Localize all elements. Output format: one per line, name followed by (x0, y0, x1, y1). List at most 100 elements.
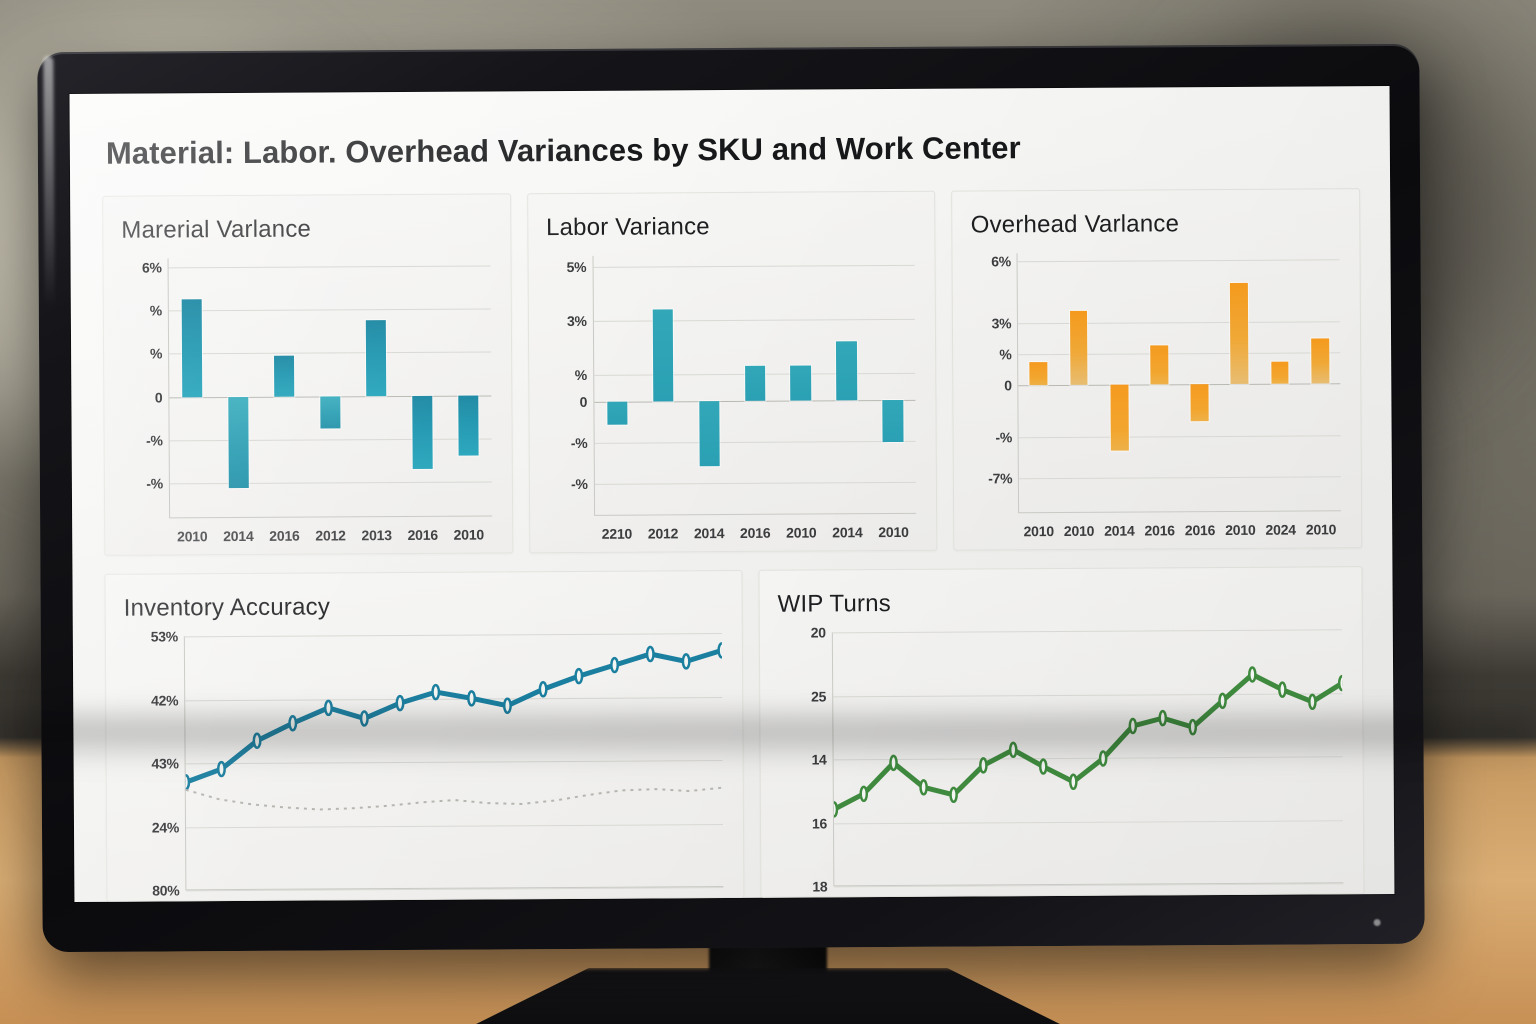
data-point-marker[interactable] (1190, 720, 1196, 734)
data-point-marker[interactable] (468, 691, 475, 705)
bar-slot[interactable] (1259, 252, 1301, 512)
bar-slot[interactable] (685, 255, 733, 515)
chart-inventory-accuracy: 53% 42% 43% 24% 80% (124, 628, 724, 899)
bar-slot[interactable] (260, 258, 308, 518)
bar[interactable] (744, 365, 766, 402)
bar[interactable] (181, 299, 203, 398)
bar[interactable] (1311, 338, 1330, 384)
bar[interactable] (411, 395, 433, 470)
data-point-marker[interactable] (861, 787, 867, 801)
data-point-marker[interactable] (647, 647, 654, 661)
chart-material-variance: 6%%% 0 -% -% (122, 256, 492, 519)
bar[interactable] (836, 340, 857, 401)
x-tick-label: 2010 (1023, 523, 1054, 540)
x-axis-labels-material: 2010 2014 2016 2012 2013 2016 2010 (123, 526, 492, 545)
bar[interactable] (1270, 361, 1289, 384)
bar-slot[interactable] (731, 255, 779, 515)
dashboard-screen: Material: Labor. Overhead Variances by S… (69, 85, 1395, 903)
y-tick-label: % (574, 367, 587, 384)
y-axis-inventory: 53% 42% 43% 24% 80% (124, 628, 186, 898)
card-title-labor-variance: Labor Variance (545, 213, 710, 242)
bar-slot[interactable] (777, 254, 825, 514)
data-point-marker[interactable] (1040, 760, 1046, 774)
data-point-marker[interactable] (289, 716, 296, 730)
bar[interactable] (1029, 362, 1048, 386)
data-point-marker[interactable] (920, 780, 926, 794)
data-point-marker[interactable] (361, 711, 368, 725)
bar[interactable] (1230, 282, 1249, 384)
bar[interactable] (1110, 384, 1129, 451)
x-tick-label: 2016 (1184, 522, 1216, 539)
chart-wip-turns: 20 25 14 16 18 (778, 624, 1344, 895)
data-point-marker[interactable] (184, 775, 189, 789)
data-point-marker[interactable] (1070, 775, 1076, 789)
bar-slot[interactable] (169, 258, 217, 518)
data-point-marker[interactable] (504, 699, 511, 713)
bar[interactable] (652, 309, 674, 402)
bar[interactable] (1150, 345, 1169, 385)
bar[interactable] (1190, 384, 1209, 422)
x-tick-label: 2010 (1225, 521, 1256, 538)
bar-slot[interactable] (593, 256, 641, 516)
data-point-marker[interactable] (432, 685, 439, 699)
bar[interactable] (365, 319, 387, 396)
bar-slot[interactable] (823, 254, 871, 514)
bar[interactable] (698, 401, 720, 467)
x-axis-labels-labor: 2210 2012 2014 2016 2010 2014 2010 (548, 524, 917, 542)
bar-slot[interactable] (306, 257, 354, 517)
bar-slot[interactable] (639, 255, 687, 515)
data-point-marker[interactable] (719, 643, 724, 657)
data-point-marker[interactable] (1219, 694, 1225, 708)
bar[interactable] (457, 395, 479, 456)
y-tick-label: 42% (151, 691, 179, 709)
card-wip-turns: WIP Turns 20 25 14 16 18 (758, 566, 1365, 898)
bar[interactable] (606, 401, 628, 426)
y-tick-label: 25 (811, 687, 827, 705)
data-point-marker[interactable] (611, 658, 618, 672)
bar-slot[interactable] (1299, 251, 1341, 511)
bar[interactable] (882, 400, 904, 443)
chart-labor-variance: 5% 3%% 0 -% -% (546, 253, 917, 516)
bar-slot[interactable] (1219, 252, 1261, 512)
bar-slot[interactable] (1138, 252, 1180, 512)
bar[interactable] (320, 396, 341, 429)
data-point-marker[interactable] (1249, 667, 1255, 681)
bar-slot[interactable] (1098, 253, 1140, 513)
data-point-marker[interactable] (832, 802, 837, 816)
bar-slot[interactable] (1058, 253, 1100, 513)
x-tick-label: 2210 (601, 525, 633, 542)
data-point-marker[interactable] (1279, 683, 1285, 697)
data-point-marker[interactable] (1010, 743, 1016, 757)
x-tick-label: 2014 (223, 527, 254, 545)
bar[interactable] (228, 396, 249, 488)
data-point-marker[interactable] (1339, 676, 1344, 690)
data-point-marker[interactable] (540, 682, 547, 696)
data-point-marker[interactable] (254, 734, 261, 748)
data-point-marker[interactable] (397, 696, 404, 710)
data-point-marker[interactable] (1160, 711, 1166, 725)
data-point-marker[interactable] (683, 654, 690, 668)
bar[interactable] (273, 355, 295, 397)
line-chart-row: Inventory Accuracy 53% 42% 43% 24% 80% WIP T… (104, 566, 1365, 902)
y-tick-label: -% (146, 475, 163, 492)
data-point-marker[interactable] (1309, 695, 1315, 709)
data-point-marker[interactable] (1130, 719, 1136, 733)
computer-monitor: Material: Labor. Overhead Variances by S… (37, 43, 1425, 953)
data-point-marker[interactable] (325, 701, 332, 715)
data-point-marker[interactable] (576, 669, 583, 683)
bar-slot[interactable] (1018, 253, 1060, 513)
data-point-marker[interactable] (950, 788, 956, 802)
data-point-marker[interactable] (218, 762, 225, 776)
bar-slot[interactable] (398, 257, 446, 517)
card-material-variance: Marerial Varlance 6%%% 0 -% -% 2010 2014 2016… (102, 193, 514, 556)
bar-slot[interactable] (352, 257, 400, 517)
bar[interactable] (790, 365, 811, 401)
bar-slot[interactable] (444, 256, 492, 516)
bar-slot[interactable] (1179, 252, 1221, 512)
data-point-marker[interactable] (890, 756, 896, 770)
bar-slot[interactable] (214, 258, 262, 518)
bar-slot[interactable] (869, 254, 917, 514)
data-point-marker[interactable] (980, 758, 986, 772)
bar[interactable] (1069, 310, 1088, 385)
data-point-marker[interactable] (1100, 751, 1106, 765)
